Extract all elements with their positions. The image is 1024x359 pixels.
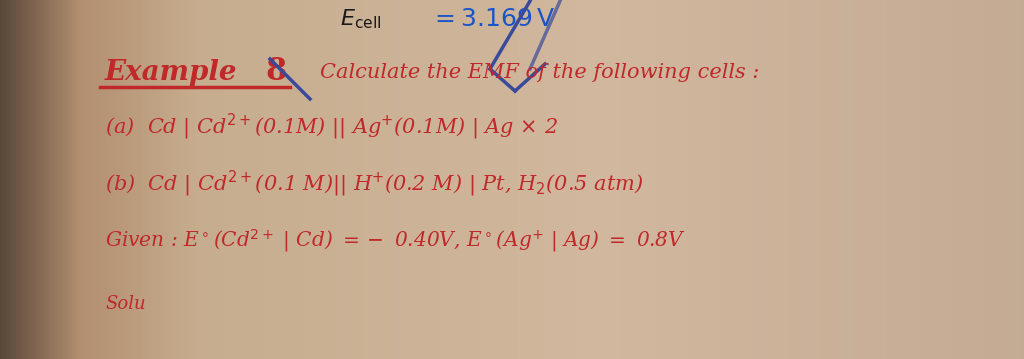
Text: (b)  Cd | Cd$^{2+}$(0.1 M)|| H$^{+}$(0.2 M) | Pt, H$_2$(0.5 atm): (b) Cd | Cd$^{2+}$(0.1 M)|| H$^{+}$(0.2 … <box>105 169 643 199</box>
Text: 8: 8 <box>265 56 287 88</box>
Text: $E_{\rm cell}$: $E_{\rm cell}$ <box>340 7 382 31</box>
Text: Example: Example <box>105 59 238 85</box>
Text: $= 3.169\,\mathrm{V}$: $= 3.169\,\mathrm{V}$ <box>430 7 555 31</box>
Text: Solu: Solu <box>105 295 145 313</box>
Text: Given : E$^\circ$(Cd$^{2+}$ | Cd) $= -$ 0.40V, E$^\circ$(Ag$^{+}$ | Ag) $=$ 0.8V: Given : E$^\circ$(Cd$^{2+}$ | Cd) $= -$ … <box>105 228 686 255</box>
Text: (a)  Cd | Cd$^{2+}$(0.1M) || Ag$^{+}$(0.1M) | Ag $\times$ 2: (a) Cd | Cd$^{2+}$(0.1M) || Ag$^{+}$(0.1… <box>105 112 558 142</box>
Text: Calculate the EMF of the following cells :: Calculate the EMF of the following cells… <box>319 62 760 81</box>
